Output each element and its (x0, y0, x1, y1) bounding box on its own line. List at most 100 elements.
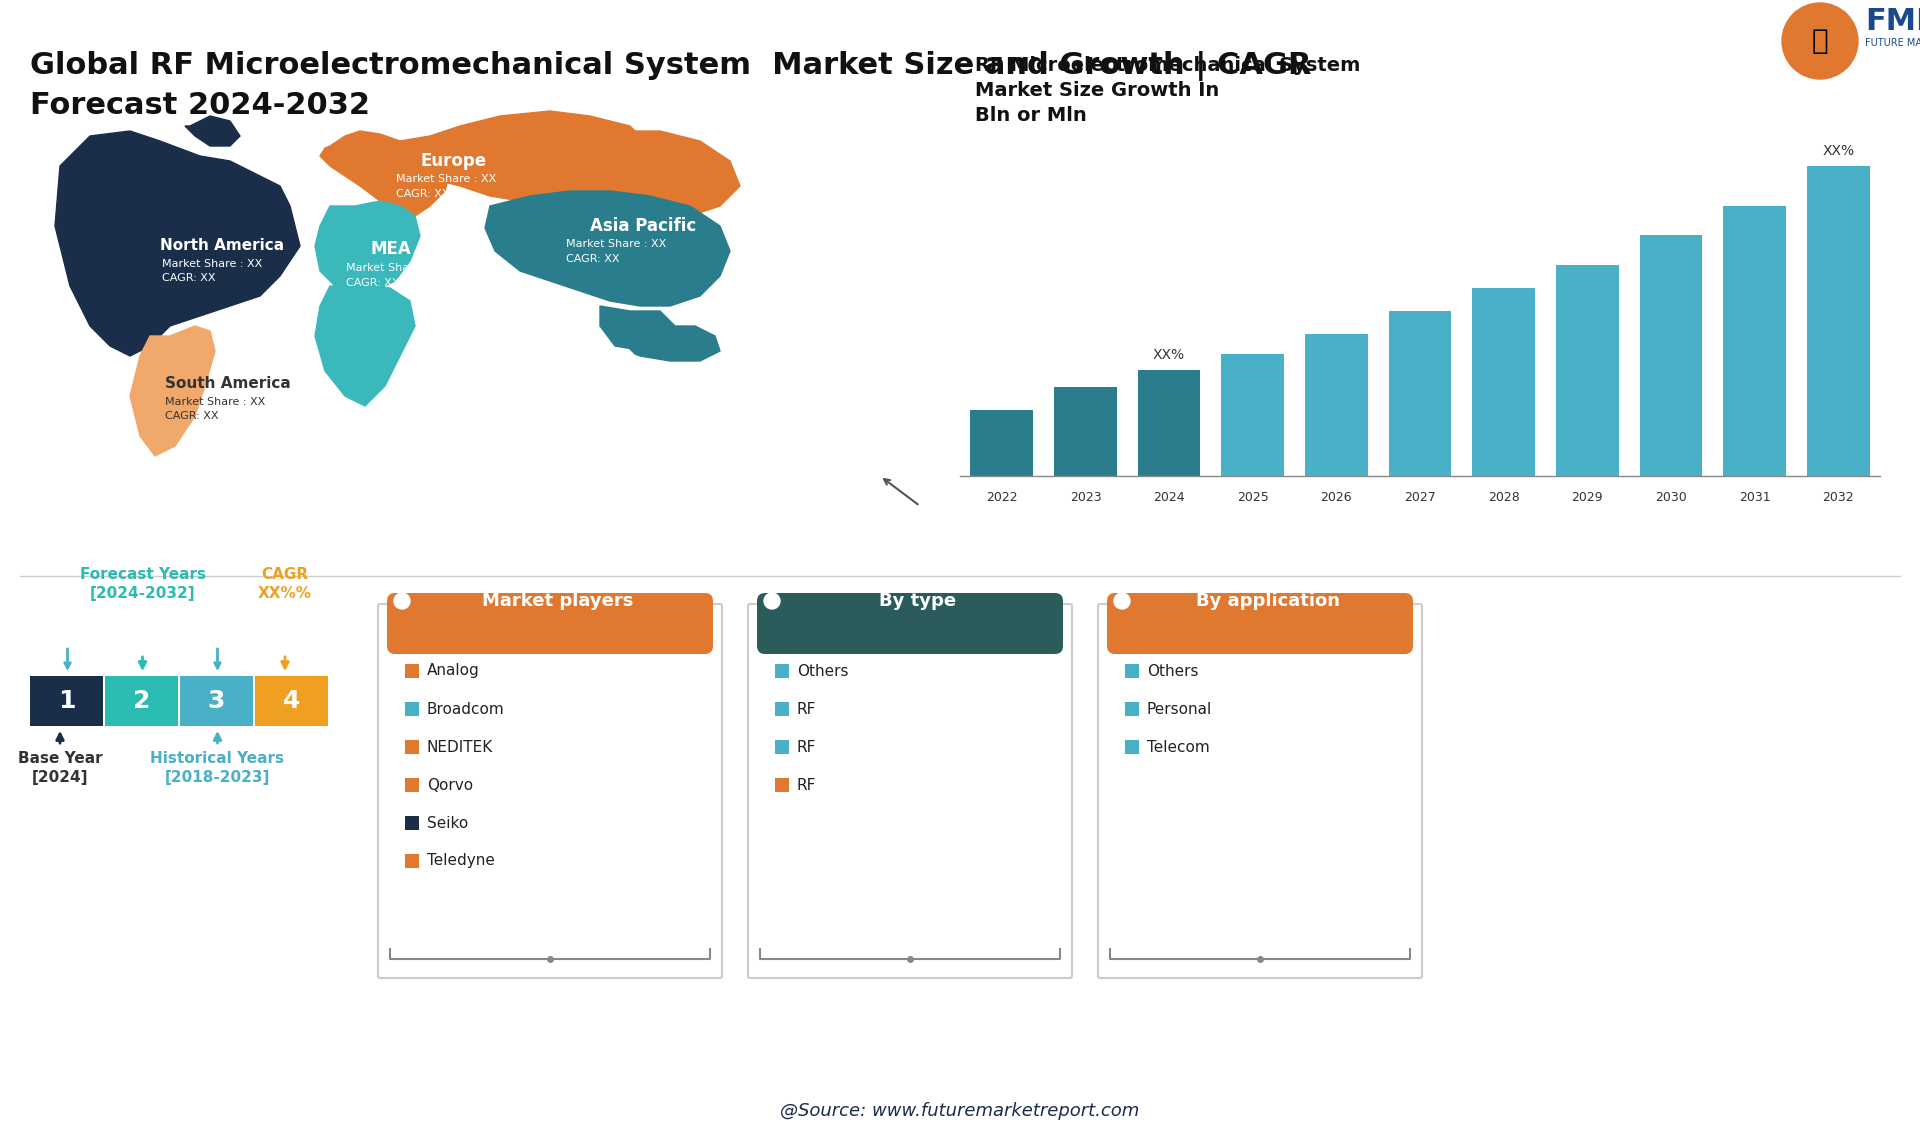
Polygon shape (536, 131, 739, 221)
FancyBboxPatch shape (378, 604, 722, 978)
Text: Teledyne: Teledyne (426, 854, 495, 869)
Text: Market Share : XX: Market Share : XX (566, 240, 666, 249)
Text: MEA: MEA (371, 240, 411, 258)
FancyBboxPatch shape (1139, 370, 1200, 476)
Text: 2031: 2031 (1740, 490, 1770, 504)
FancyBboxPatch shape (1125, 702, 1139, 716)
Polygon shape (315, 201, 420, 291)
FancyBboxPatch shape (1388, 311, 1452, 476)
Text: Seiko: Seiko (426, 816, 468, 831)
Text: 4: 4 (282, 689, 300, 713)
Text: Market Share : XX: Market Share : XX (346, 262, 445, 273)
Text: Telecom: Telecom (1146, 739, 1210, 754)
FancyBboxPatch shape (749, 604, 1071, 978)
Text: CAGR: XX: CAGR: XX (566, 254, 620, 264)
Text: 2: 2 (132, 689, 150, 713)
FancyBboxPatch shape (180, 676, 253, 727)
Text: 2024: 2024 (1154, 490, 1185, 504)
FancyBboxPatch shape (1054, 387, 1117, 476)
Text: North America: North America (159, 238, 284, 253)
FancyBboxPatch shape (776, 740, 789, 754)
Circle shape (1114, 592, 1131, 609)
Text: Analog: Analog (426, 664, 480, 678)
Text: South America: South America (165, 377, 290, 392)
Text: FUTURE MARKET REPORT: FUTURE MARKET REPORT (1864, 38, 1920, 48)
Text: CAGR: XX: CAGR: XX (161, 273, 215, 283)
Text: CAGR: XX: CAGR: XX (346, 278, 399, 288)
Polygon shape (486, 191, 730, 306)
Text: RF: RF (797, 777, 816, 793)
Text: 2026: 2026 (1321, 490, 1352, 504)
Text: Market Share : XX: Market Share : XX (396, 174, 495, 185)
Text: NEDITEK: NEDITEK (426, 739, 493, 754)
Text: 2022: 2022 (987, 490, 1018, 504)
FancyBboxPatch shape (1640, 235, 1703, 476)
FancyBboxPatch shape (405, 740, 419, 754)
Text: 2030: 2030 (1655, 490, 1688, 504)
Text: Global RF Microelectromechanical System  Market Size and Growth | CAGR: Global RF Microelectromechanical System … (31, 52, 1311, 81)
Text: Base Year
[2024]: Base Year [2024] (17, 751, 102, 785)
FancyBboxPatch shape (405, 778, 419, 792)
Text: RF Microelectromechanical System
Market Size Growth In
Bln or Mln: RF Microelectromechanical System Market … (975, 56, 1361, 125)
Text: Asia Pacific: Asia Pacific (589, 217, 697, 235)
Text: Historical Years
[2018-2023]: Historical Years [2018-2023] (150, 751, 284, 785)
FancyBboxPatch shape (31, 676, 104, 727)
Text: Market Share : XX: Market Share : XX (161, 259, 263, 269)
Text: Forecast Years
[2024-2032]: Forecast Years [2024-2032] (79, 567, 205, 601)
FancyBboxPatch shape (405, 664, 419, 678)
Text: CAGR
XX%%: CAGR XX%% (257, 567, 311, 601)
Text: 🔭: 🔭 (1812, 28, 1828, 55)
Text: @Source: www.futuremarketreport.com: @Source: www.futuremarketreport.com (780, 1102, 1140, 1120)
FancyBboxPatch shape (776, 778, 789, 792)
Circle shape (1782, 3, 1859, 79)
Text: 2023: 2023 (1069, 490, 1102, 504)
Polygon shape (390, 111, 651, 201)
Text: Market Share : XX: Market Share : XX (165, 397, 265, 407)
Text: Others: Others (797, 664, 849, 678)
FancyBboxPatch shape (776, 702, 789, 716)
Text: 2025: 2025 (1236, 490, 1269, 504)
Circle shape (394, 592, 411, 609)
FancyBboxPatch shape (388, 592, 712, 654)
Text: CAGR: XX: CAGR: XX (396, 189, 449, 199)
Text: 1: 1 (58, 689, 75, 713)
Text: Forecast 2024-2032: Forecast 2024-2032 (31, 91, 371, 120)
Text: Europe: Europe (420, 152, 486, 170)
FancyBboxPatch shape (1108, 592, 1413, 654)
Text: RF: RF (797, 701, 816, 716)
FancyBboxPatch shape (756, 592, 1064, 654)
Text: Others: Others (1146, 664, 1198, 678)
FancyBboxPatch shape (970, 410, 1033, 476)
Polygon shape (131, 325, 215, 456)
FancyBboxPatch shape (1221, 354, 1284, 476)
FancyBboxPatch shape (405, 854, 419, 868)
FancyBboxPatch shape (405, 816, 419, 830)
FancyBboxPatch shape (1807, 166, 1870, 476)
FancyBboxPatch shape (1125, 664, 1139, 678)
Text: 2032: 2032 (1822, 490, 1855, 504)
FancyBboxPatch shape (1555, 265, 1619, 476)
Text: 2028: 2028 (1488, 490, 1519, 504)
Text: XX%: XX% (1154, 348, 1185, 362)
FancyBboxPatch shape (1722, 205, 1786, 476)
Polygon shape (321, 131, 449, 215)
Circle shape (764, 592, 780, 609)
Text: By application: By application (1196, 592, 1340, 610)
Text: Qorvo: Qorvo (426, 777, 472, 793)
Text: 3: 3 (207, 689, 225, 713)
Polygon shape (630, 325, 720, 361)
FancyBboxPatch shape (1473, 288, 1534, 476)
FancyBboxPatch shape (1125, 740, 1139, 754)
Text: 2027: 2027 (1404, 490, 1436, 504)
Text: Broadcom: Broadcom (426, 701, 505, 716)
FancyBboxPatch shape (1098, 604, 1423, 978)
Text: By type: By type (879, 592, 956, 610)
Text: RF: RF (797, 739, 816, 754)
Polygon shape (184, 116, 240, 146)
Polygon shape (599, 306, 680, 351)
FancyBboxPatch shape (405, 702, 419, 716)
Text: FMR: FMR (1864, 7, 1920, 36)
FancyBboxPatch shape (106, 676, 179, 727)
FancyBboxPatch shape (255, 676, 328, 727)
FancyBboxPatch shape (1306, 335, 1367, 476)
